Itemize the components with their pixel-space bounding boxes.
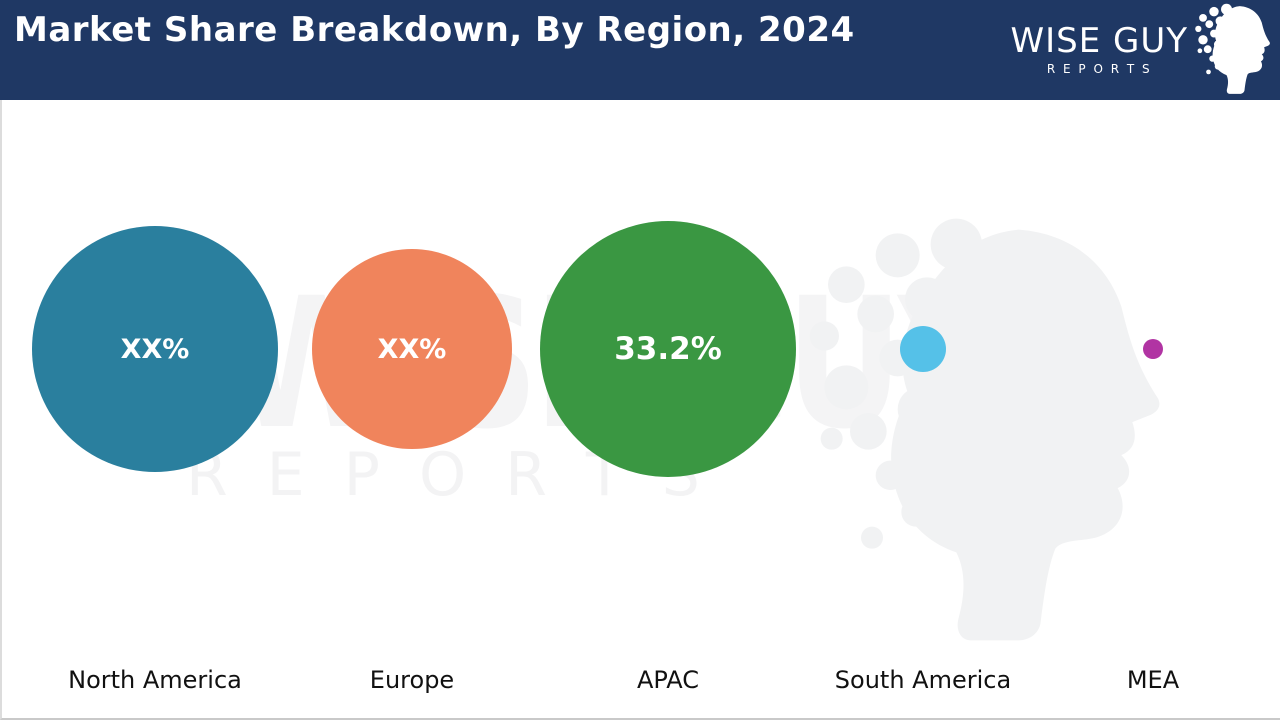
category-label-south-america: South America: [834, 666, 1012, 694]
wise-guy-logo: WISE GUY R E P O R T S: [1010, 0, 1274, 100]
header-bar: Market Share Breakdown, By Region, 2024 …: [0, 0, 1280, 100]
head-profile-icon: [1195, 3, 1270, 94]
bubble-mea: [1143, 339, 1163, 359]
category-label-mea: MEA: [1126, 666, 1180, 694]
category-label-apac: APAC: [636, 666, 700, 694]
page-title: Market Share Breakdown, By Region, 2024: [14, 10, 855, 50]
logo-brand-text: WISE GUY: [1010, 21, 1188, 62]
watermark-head-icon: [809, 218, 1160, 641]
bubble-value-label: XX%: [120, 333, 190, 365]
bubble-south-america: [900, 326, 946, 372]
category-label-north-america: North America: [68, 666, 242, 694]
bubble-value-label: 33.2%: [614, 331, 722, 367]
chart-area: WISE GUY R E P O R T S XX% XX% 33.2% Nor…: [0, 100, 1280, 720]
bubble-north-america: XX%: [32, 226, 278, 472]
bubble-europe: XX%: [312, 249, 512, 449]
bubble-apac: 33.2%: [540, 221, 796, 477]
category-label-europe: Europe: [369, 666, 455, 694]
logo-text: WISE GUY R E P O R T S: [1010, 21, 1188, 76]
logo-sub-text: R E P O R T S: [1046, 61, 1152, 76]
bubble-value-label: XX%: [377, 333, 447, 365]
